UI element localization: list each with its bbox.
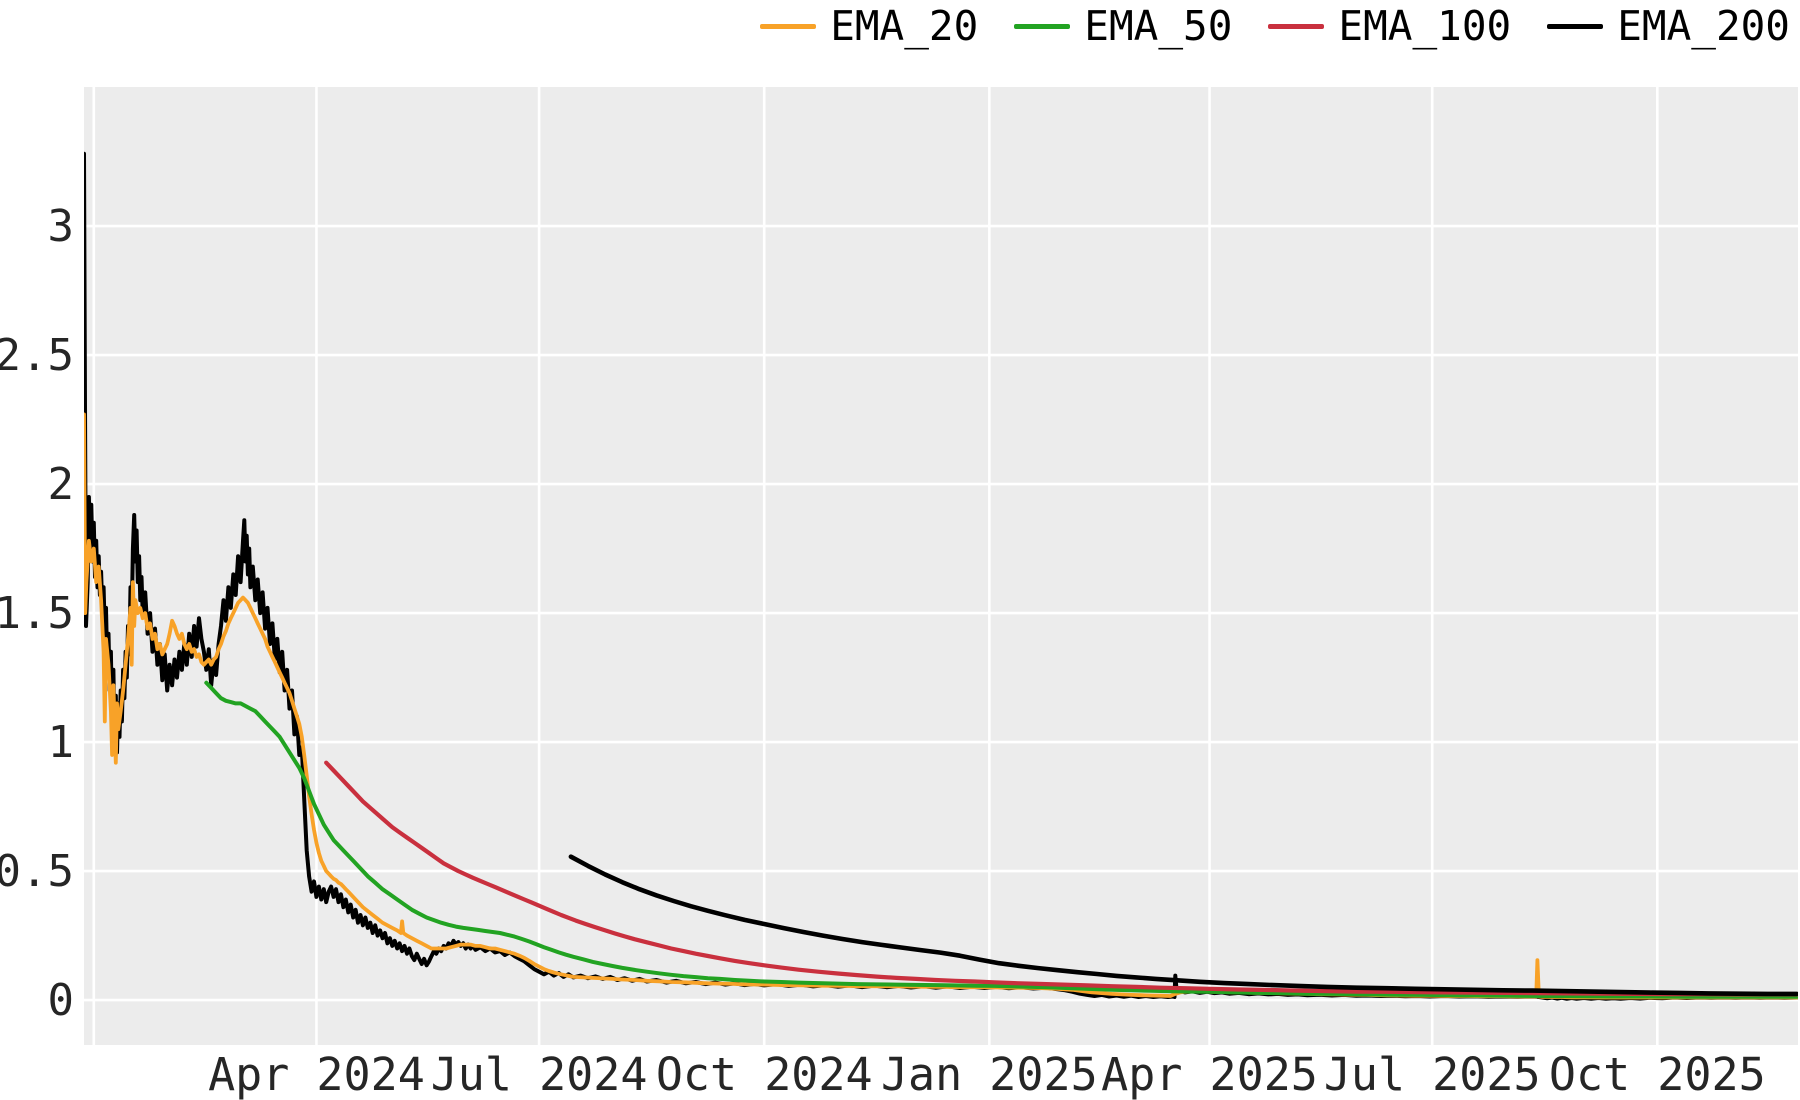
legend-label: EMA_50: [1084, 2, 1233, 50]
y-tick-label: 1: [48, 717, 75, 768]
y-tick-label: 2: [48, 459, 75, 510]
gridlines: [84, 87, 1798, 1045]
legend-item-ema-100: EMA_100: [1268, 6, 1511, 47]
chart-legend: EMA_20 EMA_50 EMA_100 EMA_200: [760, 6, 1790, 47]
x-tick-label: Oct 2024: [656, 1048, 873, 1100]
x-tick-label: Jul 2024: [431, 1048, 648, 1100]
y-tick-label: 0.5: [0, 846, 74, 897]
y-tick-label: 0: [48, 975, 75, 1026]
x-tick-label: Apr 2025: [1101, 1048, 1318, 1100]
y-tick-label: 2.5: [0, 330, 74, 381]
ema-100-line-swatch-icon: [1268, 24, 1325, 29]
legend-item-ema-50: EMA_50: [1014, 6, 1232, 47]
series-line-ema_100: [324, 760, 1798, 997]
legend-item-ema-200: EMA_200: [1547, 6, 1790, 47]
legend-label: EMA_100: [1338, 2, 1512, 50]
x-tick-label: Jul 2025: [1324, 1048, 1541, 1100]
y-tick-label: 3: [48, 201, 75, 252]
series-line-ema_200: [568, 854, 1798, 997]
ema-200-line-swatch-icon: [1547, 24, 1604, 29]
legend-label: EMA_20: [830, 2, 979, 50]
legend-label: EMA_200: [1617, 2, 1790, 50]
x-tick-label: Jan 2025: [881, 1048, 1098, 1100]
y-tick-label: 1.5: [0, 588, 74, 639]
series-line-ema_50: [204, 680, 1798, 999]
x-tick-label: Apr 2024: [208, 1048, 425, 1100]
plot-background: [84, 87, 1798, 1045]
legend-item-ema-20: EMA_20: [760, 6, 978, 47]
axis-tick-labels: Apr 2024 Jul 2024 Oct 2024 Jan 2025 Apr 2025…: [0, 201, 1766, 1100]
x-tick-label: Oct 2025: [1549, 1048, 1766, 1100]
series-lines: [84, 151, 1798, 1001]
ema-50-line-swatch-icon: [1014, 24, 1071, 29]
ema-20-line-swatch-icon: [760, 24, 817, 29]
